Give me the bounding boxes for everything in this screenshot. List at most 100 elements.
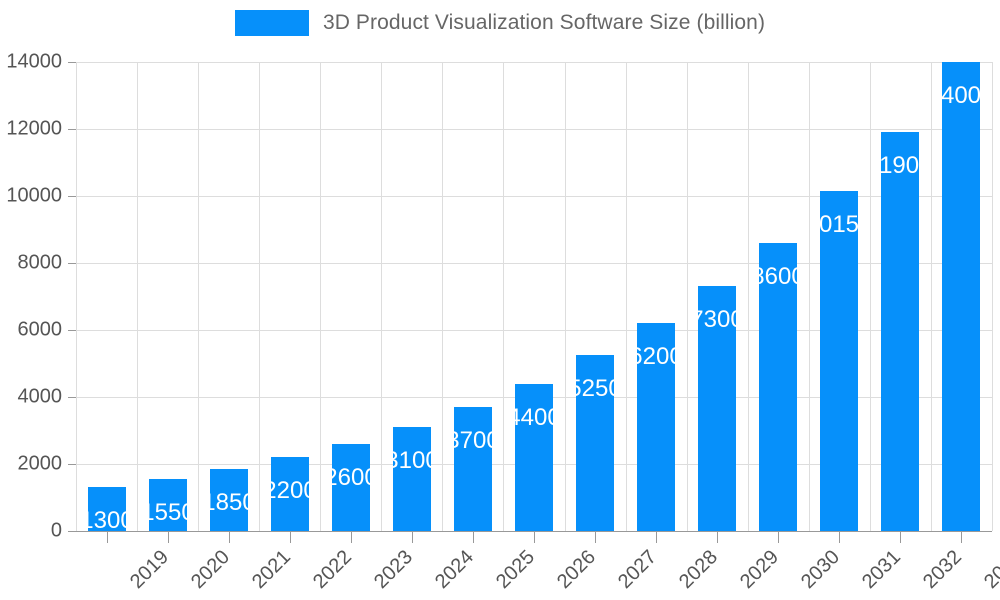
gridline-horizontal: [76, 196, 992, 197]
bar[interactable]: 2600: [332, 443, 370, 531]
x-axis-tick-label: 2027: [614, 546, 662, 594]
y-axis-tick-mark: [68, 129, 76, 130]
x-axis-tick-mark: [351, 531, 352, 543]
x-axis-tick-label: 2032: [919, 546, 967, 594]
x-axis-tick-mark: [168, 531, 169, 543]
gridline-vertical: [137, 62, 138, 531]
y-axis-tick-label: 2000: [17, 452, 63, 475]
bar[interactable]: 3700: [454, 407, 492, 531]
gridline-vertical: [931, 62, 932, 531]
y-axis-tick-mark: [68, 464, 76, 465]
bar-value-label: 11900: [881, 152, 919, 180]
y-axis-tick-label: 12000: [6, 117, 62, 140]
x-axis-tick-label: 2023: [369, 546, 417, 594]
y-axis-tick-mark: [68, 196, 76, 197]
gridline-vertical: [626, 62, 627, 531]
x-axis-tick-label: 2030: [797, 546, 845, 594]
gridline-vertical: [381, 62, 382, 531]
x-axis-tick-mark: [717, 531, 718, 543]
bar[interactable]: 14000: [942, 62, 980, 531]
x-axis-tick-label: 2026: [553, 546, 601, 594]
x-axis-tick-label: 2024: [430, 546, 478, 594]
legend-label: 3D Product Visualization Software Size (…: [322, 11, 766, 34]
gridline-horizontal: [76, 263, 992, 264]
gridline-horizontal: [76, 330, 992, 331]
bar-value-label: 10150: [820, 210, 858, 238]
x-axis-tick-mark: [778, 531, 779, 543]
bar[interactable]: 1550: [149, 479, 187, 531]
bar[interactable]: 4400: [515, 383, 553, 531]
y-axis-tick-label: 10000: [6, 184, 62, 207]
gridline-vertical: [503, 62, 504, 531]
gridline-vertical: [320, 62, 321, 531]
bar[interactable]: 7300: [698, 286, 736, 531]
gridline-vertical: [870, 62, 871, 531]
gridline-vertical: [565, 62, 566, 531]
y-axis-tick-label: 0: [50, 519, 62, 542]
bar-value-label: 2600: [332, 463, 370, 491]
gridline-horizontal: [76, 129, 992, 130]
chart-legend: 3D Product Visualization Software Size (…: [0, 0, 1000, 46]
x-axis-tick-mark: [900, 531, 901, 543]
gridline-vertical: [748, 62, 749, 531]
bar[interactable]: 5250: [576, 355, 614, 531]
gridline-vertical: [76, 62, 77, 531]
x-axis-tick-label: 2033: [980, 546, 1000, 594]
gridline-vertical: [198, 62, 199, 531]
bar-value-label: 1550: [149, 499, 187, 527]
bar-value-label: 6200: [637, 343, 675, 371]
bar[interactable]: 1300: [88, 487, 126, 531]
x-axis-tick-label: 2028: [675, 546, 723, 594]
bar-value-label: 5250: [576, 375, 614, 403]
y-axis-tick-label: 6000: [17, 318, 63, 341]
x-axis-tick-mark: [961, 531, 962, 543]
gridline-horizontal: [76, 62, 992, 63]
x-axis-tick-mark: [534, 531, 535, 543]
legend-color-swatch: [234, 10, 309, 36]
y-axis-tick-mark: [68, 330, 76, 331]
bar-value-label: 1850: [210, 489, 248, 517]
bar-value-label: 14000: [942, 82, 980, 109]
x-axis-tick-mark: [839, 531, 840, 543]
gridline-vertical: [992, 62, 993, 531]
x-axis-tick-label: 2019: [125, 546, 173, 594]
bar[interactable]: 8600: [759, 242, 797, 531]
plot-area: 0 2000 4000 6000 8000 10000 12000 14000 2019 202…: [6, 51, 1000, 594]
y-axis-tick-mark: [68, 397, 76, 398]
gridline-vertical: [442, 62, 443, 531]
bar[interactable]: 3100: [393, 427, 431, 531]
x-axis-tick-mark: [229, 531, 230, 543]
x-axis-tick-label: 2029: [736, 546, 784, 594]
gridline-vertical: [809, 62, 810, 531]
bar-value-label: 8600: [759, 262, 797, 290]
bar-value-label: 3100: [393, 447, 431, 475]
x-axis-tick-mark: [107, 531, 108, 543]
bar-value-label: 7300: [698, 306, 736, 334]
bar[interactable]: 6200: [637, 323, 675, 531]
x-axis-tick-mark: [595, 531, 596, 543]
y-axis-tick-label: 14000: [6, 50, 62, 73]
y-axis-tick-label: 8000: [17, 251, 63, 274]
y-axis-tick-mark: [68, 531, 76, 532]
y-axis-tick-mark: [68, 263, 76, 264]
x-axis-tick-mark: [656, 531, 657, 543]
x-axis-tick-mark: [412, 531, 413, 543]
bar[interactable]: 10150: [820, 190, 858, 531]
bar-value-label: 1300: [88, 507, 126, 531]
x-axis-tick-mark: [290, 531, 291, 543]
bar[interactable]: 1850: [210, 469, 248, 531]
x-axis-tick-label: 2021: [247, 546, 295, 594]
gridline-vertical: [259, 62, 260, 531]
y-axis-tick-label: 4000: [17, 385, 63, 408]
x-axis-tick-label: 2022: [308, 546, 356, 594]
x-axis-tick-mark: [473, 531, 474, 543]
bar-value-label: 3700: [454, 427, 492, 455]
bar-value-label: 4400: [515, 403, 553, 431]
x-axis-tick-label: 2031: [858, 546, 906, 594]
x-axis-tick-label: 2020: [186, 546, 234, 594]
bar-value-label: 2200: [271, 477, 309, 505]
bar[interactable]: 2200: [271, 457, 309, 531]
x-axis-tick-label: 2025: [491, 546, 539, 594]
bar[interactable]: 11900: [881, 132, 919, 531]
